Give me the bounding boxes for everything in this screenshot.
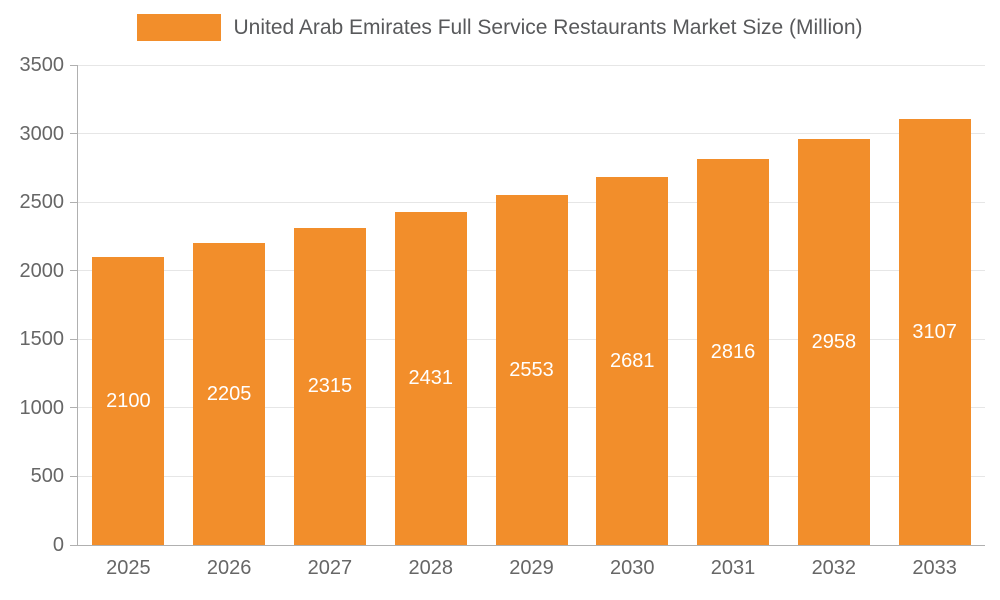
y-axis-tick	[70, 475, 78, 477]
x-axis-label: 2026	[206, 557, 252, 579]
legend: United Arab Emirates Full Service Restau…	[0, 14, 1000, 41]
x-axis-label: 2027	[307, 557, 353, 579]
bar-value-label: 2681	[610, 350, 655, 373]
bar	[797, 139, 870, 545]
y-axis-label: 1000	[19, 396, 65, 419]
x-axis-label: 2028	[408, 557, 453, 579]
x-axis-label: 2030	[610, 557, 655, 579]
bar	[193, 242, 266, 545]
bar-value-label: 2315	[307, 375, 353, 398]
bar-value-label: 3107	[912, 320, 957, 343]
gridline	[78, 133, 985, 135]
legend-swatch	[137, 14, 222, 41]
y-axis-tick	[70, 64, 78, 66]
bar-value-label: 2816	[710, 340, 756, 363]
chart-title: United Arab Emirates Full Service Restau…	[233, 15, 863, 39]
y-axis-label: 500	[30, 465, 64, 488]
bar-value-label: 2205	[206, 382, 252, 405]
y-axis-label: 2000	[19, 259, 65, 282]
y-axis-label: 2500	[19, 191, 65, 214]
y-axis-label: 3000	[19, 122, 65, 145]
x-axis-label: 2033	[912, 557, 957, 579]
bar-value-label: 2958	[811, 331, 857, 354]
y-axis-tick	[70, 338, 78, 340]
bar-value-label: 2553	[509, 358, 554, 381]
x-axis-label: 2031	[710, 557, 756, 579]
y-axis-tick	[70, 201, 78, 203]
y-axis-label: 1500	[19, 328, 65, 351]
x-axis-label: 2029	[509, 557, 554, 579]
y-axis-tick	[70, 270, 78, 272]
bar	[394, 211, 467, 545]
y-axis-label: 3500	[19, 54, 65, 76]
bar	[92, 257, 165, 545]
y-axis-line	[77, 65, 78, 545]
x-axis-label: 2032	[811, 557, 857, 579]
x-axis-line	[77, 545, 985, 546]
y-axis-tick	[70, 544, 78, 546]
bar	[697, 158, 770, 545]
bar-value-label: 2100	[106, 390, 151, 412]
y-axis-tick	[70, 407, 78, 409]
bar	[495, 194, 568, 545]
y-axis-label: 0	[52, 534, 64, 556]
bar	[293, 227, 366, 545]
bar	[596, 177, 669, 545]
y-axis-tick	[70, 133, 78, 135]
x-axis-label: 2025	[106, 557, 151, 579]
bar	[898, 118, 971, 545]
bar-value-label: 2431	[408, 367, 453, 390]
gridline	[78, 64, 985, 66]
